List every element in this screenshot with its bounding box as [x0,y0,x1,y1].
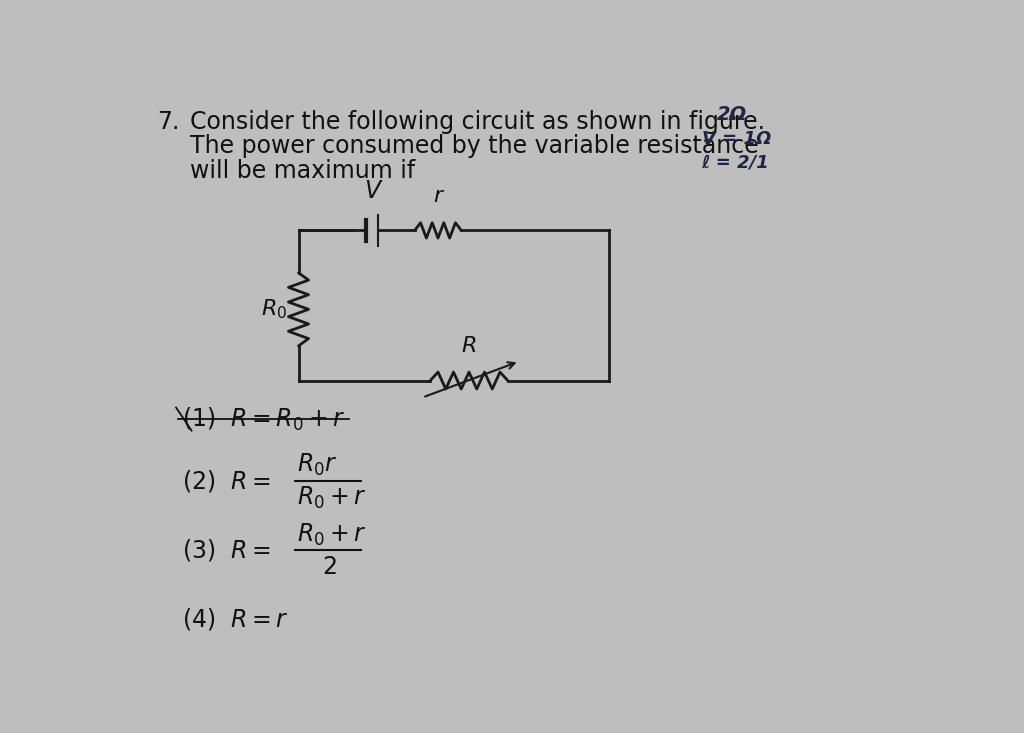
Text: will be maximum if: will be maximum if [190,159,416,183]
Text: R: R [461,336,477,356]
Text: ℓ = 2/1: ℓ = 2/1 [701,153,769,172]
Text: Consider the following circuit as shown in figure.: Consider the following circuit as shown … [190,109,765,133]
Text: (2)  $R=$: (2) $R=$ [182,468,271,493]
Text: (1)  $R = R_0 + r$: (1) $R = R_0 + r$ [182,405,346,432]
Text: $R_0+r$: $R_0+r$ [297,521,367,548]
Text: V: V [365,180,380,204]
Text: V = 1Ω: V = 1Ω [701,130,771,148]
Text: $R_0+r$: $R_0+r$ [297,485,367,511]
Text: 7.: 7. [158,109,180,133]
Text: (4)  $R = r$: (4) $R = r$ [182,606,289,633]
Text: 2Ω: 2Ω [717,105,748,124]
Text: The power consumed by the variable resistance: The power consumed by the variable resis… [190,134,759,158]
Text: $R_0$: $R_0$ [261,297,287,321]
Text: 2: 2 [322,555,337,579]
Text: (3)  $R=$: (3) $R=$ [182,537,271,563]
Text: r: r [433,185,442,206]
Text: $R_0 r$: $R_0 r$ [297,452,338,479]
